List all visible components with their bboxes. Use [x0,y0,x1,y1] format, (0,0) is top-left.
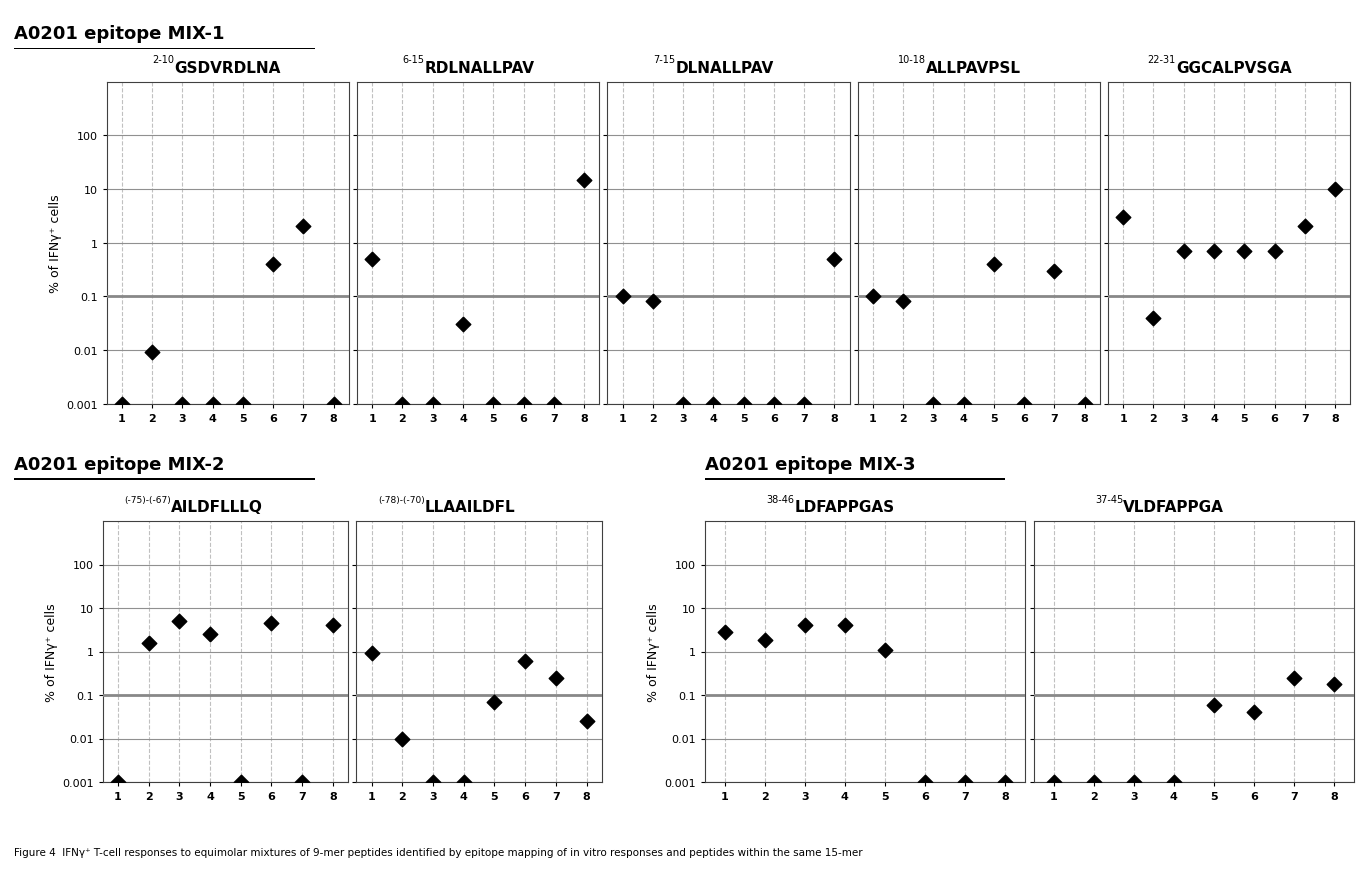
Point [171,397,193,411]
Point [111,397,133,411]
Point [200,627,222,641]
Point [914,775,936,789]
Point [642,295,663,309]
Point [483,397,505,411]
Point [141,346,163,360]
Y-axis label: % of IFNγ⁺ cells: % of IFNγ⁺ cells [647,602,659,701]
Point [513,397,535,411]
Point [714,626,736,640]
Text: A0201 epitope MIX-2: A0201 epitope MIX-2 [14,455,224,474]
Point [423,775,445,789]
Point [323,397,345,411]
Point [573,173,595,187]
Point [1142,311,1164,325]
Point [321,619,343,633]
Text: AILDFLLLQ: AILDFLLLQ [171,500,263,514]
Point [1123,775,1145,789]
Text: 22-31: 22-31 [1148,56,1176,65]
Point [1074,397,1096,411]
Point [544,671,566,685]
Point [754,634,776,647]
Point [672,397,694,411]
Point [260,616,282,630]
Point [1202,245,1224,259]
Point [1264,245,1286,259]
Point [952,397,974,411]
Point [576,714,598,728]
Point [293,220,315,234]
Point [1042,775,1064,789]
Point [1294,220,1316,234]
Text: Figure 4  IFNγ⁺ T-cell responses to equimolar mixtures of 9-mer peptides identif: Figure 4 IFNγ⁺ T-cell responses to equim… [14,847,862,857]
Point [230,775,252,789]
Point [138,636,160,650]
Point [361,647,383,660]
Point [391,397,413,411]
Point [514,654,536,668]
Point [995,775,1016,789]
Point [233,397,254,411]
Text: GSDVRDLNA: GSDVRDLNA [175,61,280,76]
Text: 2-10: 2-10 [152,56,175,65]
Text: LLAAILDFL: LLAAILDFL [425,500,516,514]
Text: 7-15: 7-15 [653,56,676,65]
Point [611,290,633,304]
Text: A0201 epitope MIX-3: A0201 epitope MIX-3 [705,455,915,474]
Point [1234,245,1256,259]
Point [1163,775,1185,789]
Text: A0201 epitope MIX-1: A0201 epitope MIX-1 [14,25,224,43]
Point [892,295,914,309]
Point [1112,211,1134,225]
Text: (-78)-(-70): (-78)-(-70) [379,495,425,504]
Point [391,732,413,746]
Point [955,775,977,789]
Point [793,619,815,633]
Point [763,397,785,411]
Point [702,397,724,411]
Text: GGCALPVSGA: GGCALPVSGA [1176,61,1291,76]
Point [1172,245,1194,259]
Point [1014,397,1036,411]
Point [1323,677,1345,691]
Point [824,253,845,267]
Point [107,775,129,789]
Text: 38-46: 38-46 [766,494,795,504]
Point [451,318,473,332]
Point [1283,671,1305,685]
Point [1044,264,1066,278]
Text: VLDFAPPGA: VLDFAPPGA [1123,500,1224,514]
Y-axis label: % of IFNγ⁺ cells: % of IFNγ⁺ cells [49,194,62,293]
Point [168,614,190,628]
Point [984,258,1005,272]
Point [453,775,475,789]
Y-axis label: % of IFNγ⁺ cells: % of IFNγ⁺ cells [45,602,57,701]
Text: DLNALLPAV: DLNALLPAV [676,61,773,76]
Point [291,775,313,789]
Point [201,397,223,411]
Text: 6-15: 6-15 [402,56,425,65]
Text: (-75)-(-67): (-75)-(-67) [124,495,171,504]
Point [1324,182,1346,196]
Point [421,397,443,411]
Point [793,397,815,411]
Point [874,643,896,657]
Point [543,397,565,411]
Point [922,397,944,411]
Point [361,253,383,267]
Text: 37-45: 37-45 [1096,494,1123,504]
Text: RDLNALLPAV: RDLNALLPAV [425,61,535,76]
Point [1202,698,1224,712]
Text: ALLPAVPSL: ALLPAVPSL [926,61,1021,76]
Point [1244,706,1265,720]
Point [1082,775,1104,789]
Text: LDFAPPGAS: LDFAPPGAS [795,500,895,514]
Point [483,695,505,709]
Text: 10-18: 10-18 [897,56,926,65]
Point [834,619,856,633]
Point [733,397,755,411]
Point [862,290,884,304]
Point [263,258,285,272]
